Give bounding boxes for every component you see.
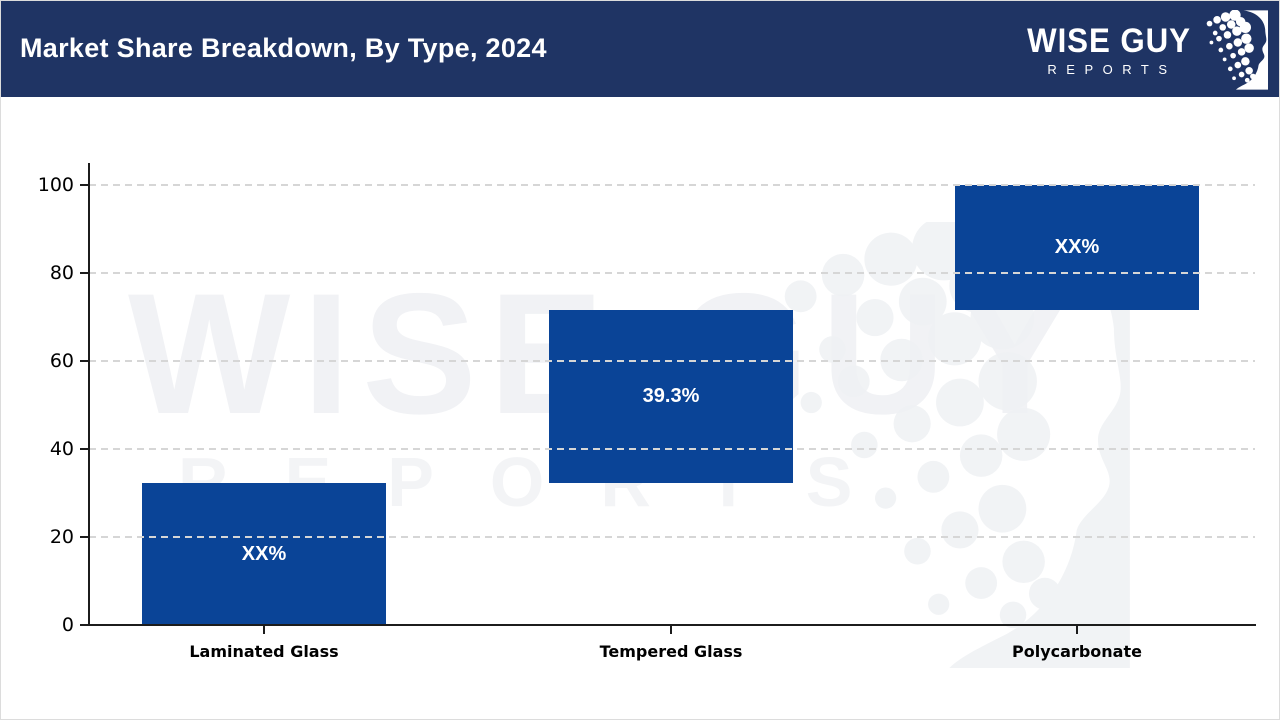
x-tick-2 (670, 626, 672, 634)
logo-reports-label: REPORTS (1047, 62, 1177, 77)
x-category-label: Laminated Glass (189, 642, 339, 661)
bar-value-label: XX% (241, 542, 287, 565)
logo-wiseguy-label: WISE GUY (1027, 22, 1191, 60)
y-tick-100 (80, 184, 88, 186)
x-axis-spine (88, 624, 1256, 626)
bar-value-label: XX% (1054, 236, 1100, 259)
y-tick-0 (80, 624, 88, 626)
y-tick-label-20: 20 (49, 526, 74, 548)
wiseguy-face-icon (1206, 10, 1268, 90)
y-axis-spine (88, 163, 90, 626)
bar-value-label: 39.3% (642, 385, 700, 408)
y-tick-60 (80, 360, 88, 362)
x-category-label: Polycarbonate (1012, 642, 1142, 661)
x-tick-3 (1076, 626, 1078, 634)
y-tick-20 (80, 536, 88, 538)
chart-header: Market Share Breakdown, By Type, 2024 WI… (0, 0, 1280, 97)
bar-tempered-glass: 39.3% (549, 310, 793, 484)
gridline-80 (89, 272, 1255, 274)
gridline-40 (89, 448, 1255, 450)
x-tick-1 (263, 626, 265, 634)
gridline-100 (89, 184, 1255, 186)
x-category-label: Tempered Glass (599, 642, 743, 661)
gridline-60 (89, 360, 1255, 362)
wiseguy-reports-logo: WISE GUY REPORTS (1020, 10, 1268, 90)
y-tick-label-40: 40 (49, 438, 74, 460)
gridline-20 (89, 536, 1255, 538)
page-title: Market Share Breakdown, By Type, 2024 (20, 33, 547, 63)
y-tick-80 (80, 272, 88, 274)
bar-polycarbonate: XX% (955, 185, 1199, 311)
y-tick-label-100: 100 (37, 174, 74, 196)
bar-laminated-glass: XX% (142, 483, 386, 625)
y-tick-label-60: 60 (49, 350, 74, 372)
y-tick-40 (80, 448, 88, 450)
logo-text: WISE GUY REPORTS (1020, 23, 1198, 77)
y-tick-label-0: 0 (61, 614, 74, 636)
y-tick-label-80: 80 (49, 262, 74, 284)
